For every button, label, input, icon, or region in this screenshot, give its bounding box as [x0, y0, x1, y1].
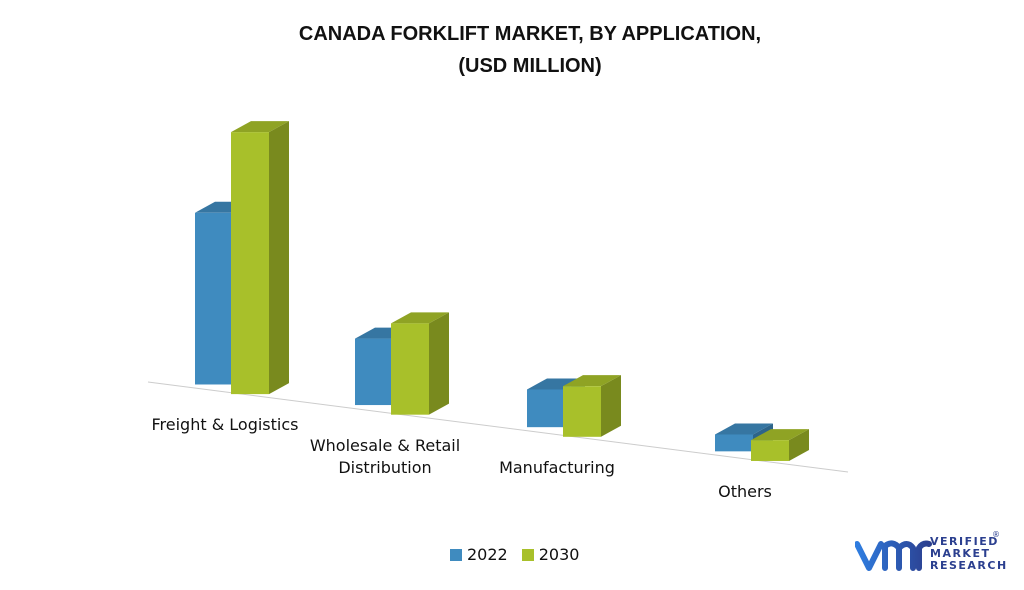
bar-side	[601, 375, 621, 437]
chart-title: CANADA FORKLIFT MARKET, BY APPLICATION, …	[298, 23, 762, 77]
bar-top	[751, 429, 809, 441]
x-tick-label: Wholesale & Retail Distribution	[309, 435, 461, 477]
legend-label: 2022	[467, 545, 508, 564]
bar-top	[715, 423, 773, 435]
bar-top	[391, 312, 449, 324]
bar	[391, 312, 449, 415]
bar-top	[527, 378, 585, 390]
bar-side	[789, 429, 809, 461]
legend-item: 2030	[521, 545, 580, 564]
x-tick-label: Manufacturing	[499, 457, 615, 477]
bar	[563, 375, 621, 437]
bar	[751, 429, 809, 461]
bar-top	[563, 375, 621, 387]
bar-top	[231, 121, 289, 133]
logo-mark	[855, 540, 932, 571]
logo-registered: ®	[992, 530, 1000, 539]
legend: 2022 2030	[450, 545, 579, 564]
bar-front	[391, 323, 429, 415]
legend-swatch	[450, 548, 462, 561]
legend-swatch	[521, 548, 534, 561]
bar-side	[429, 312, 449, 415]
bar-front	[715, 434, 753, 452]
logo-text: VERIFIED MARKET RESEARCH	[930, 535, 1008, 572]
bar-front	[195, 212, 233, 385]
legend-item: 2022	[450, 545, 508, 564]
bar-front	[231, 132, 269, 395]
bar-front	[355, 338, 393, 406]
bar-front	[751, 440, 789, 461]
bar-front	[563, 386, 601, 437]
bar	[231, 121, 289, 395]
x-tick-label: Freight & Logistics	[151, 415, 299, 435]
baseline	[147, 381, 849, 473]
bar-side	[269, 121, 289, 395]
legend-label: 2030	[538, 545, 580, 564]
x-tick-label: Others	[718, 482, 772, 502]
bar-front	[527, 389, 565, 428]
